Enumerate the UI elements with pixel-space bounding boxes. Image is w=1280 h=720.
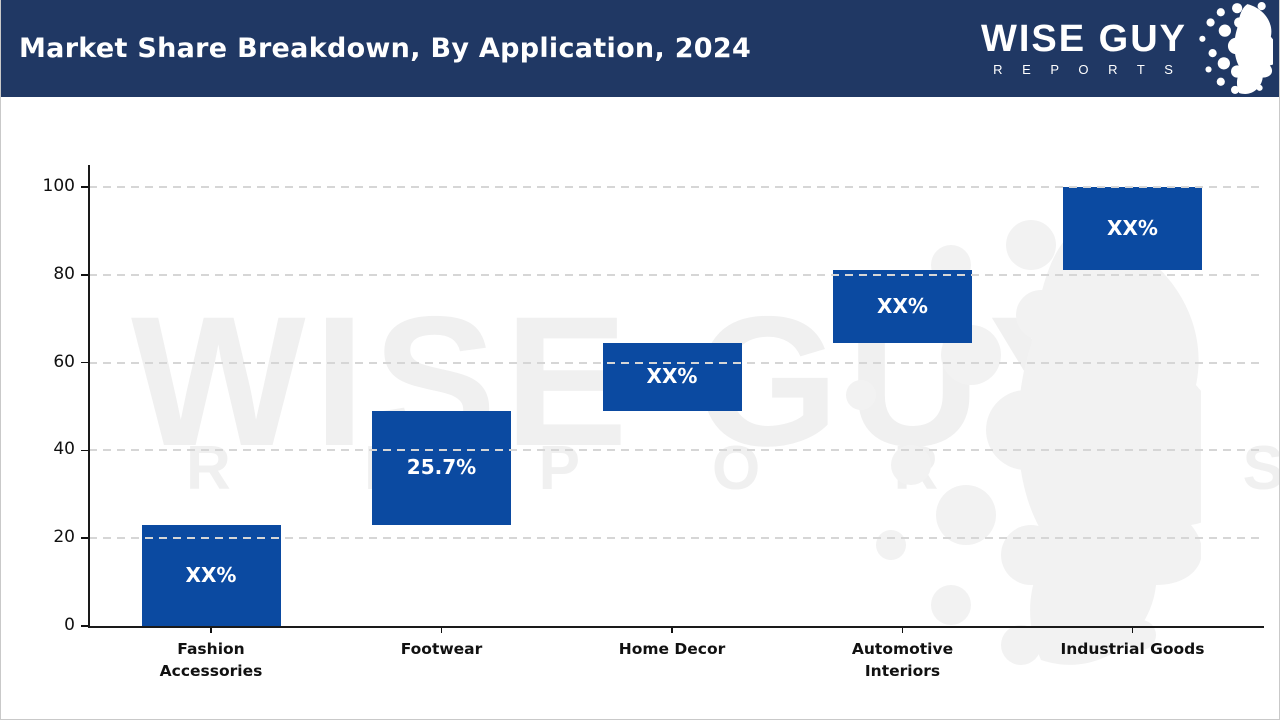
bar-footwear <box>372 410 511 525</box>
gridline-80 <box>89 273 1263 276</box>
bar-value-label-industrial-goods: XX% <box>1107 215 1158 240</box>
bar-value-label-automotive-interiors: XX% <box>877 293 928 318</box>
x-tick-3 <box>671 627 673 633</box>
x-label-line: Interiors <box>864 662 941 680</box>
x-tick-2 <box>440 627 443 633</box>
dotted-head-profile-watermark <box>801 205 1229 669</box>
bar-value-label-footwear: 25.7% <box>406 454 477 479</box>
y-tick-label-0: 0 <box>64 615 75 635</box>
y-axis-line <box>88 165 90 627</box>
x-tick-4 <box>901 627 904 633</box>
x-label-line: Industrial Goods <box>1060 640 1205 658</box>
gridline-100 <box>89 186 1263 188</box>
bar-industrial-goods <box>1063 187 1202 271</box>
y-tick-label-100: 100 <box>42 176 75 196</box>
y-tick-0 <box>81 625 88 627</box>
x-axis-line <box>88 625 1264 628</box>
x-tick-5 <box>1131 627 1134 633</box>
header-bar: Market Share Breakdown, By Application, … <box>1 0 1279 98</box>
bar-home-decor <box>602 342 742 411</box>
y-tick-80 <box>81 274 88 276</box>
x-label-line: Automotive <box>851 640 954 658</box>
dotted-head-profile-icon <box>1189 0 1278 98</box>
bar-automotive-interiors <box>833 270 972 343</box>
gridline-40 <box>89 449 1263 452</box>
x-label-industrial-goods: Industrial Goods <box>1023 638 1243 660</box>
x-label-line: Accessories <box>159 662 263 680</box>
bar-value-label-home-decor: XX% <box>646 363 698 388</box>
y-tick-label-80: 80 <box>53 263 75 284</box>
gridline-20 <box>89 537 1263 540</box>
y-tick-label-60: 60 <box>53 351 75 372</box>
x-label-automotive-interiors: Automotive Interiors <box>793 638 1013 682</box>
gridline-60 <box>89 361 1263 364</box>
x-label-line: Footwear <box>400 640 483 658</box>
x-label-home-decor: Home Decor <box>562 638 782 660</box>
brand-logo: WISE GUY R E P O R T S <box>980 0 1279 98</box>
x-label-fashion-accessories: Fashion Accessories <box>101 638 321 682</box>
x-label-line: Home Decor <box>618 640 726 658</box>
y-tick-100 <box>81 186 88 188</box>
y-tick-label-40: 40 <box>53 439 75 460</box>
x-label-line: Fashion <box>177 640 245 658</box>
brand-name: WISE GUY <box>980 18 1187 61</box>
y-tick-20 <box>81 537 88 540</box>
x-label-footwear: Footwear <box>332 638 552 660</box>
brand-logo-text: WISE GUY R E P O R T S <box>980 18 1187 77</box>
y-tick-60 <box>81 361 88 364</box>
y-tick-label-20: 20 <box>53 527 75 548</box>
x-tick-1 <box>210 627 212 633</box>
brand-subname: R E P O R T S <box>993 61 1181 77</box>
y-tick-40 <box>81 449 88 452</box>
page-title: Market Share Breakdown, By Application, … <box>19 33 752 64</box>
bar-fashion-accessories <box>141 525 281 626</box>
bar-value-label-fashion-accessories: XX% <box>185 562 237 587</box>
